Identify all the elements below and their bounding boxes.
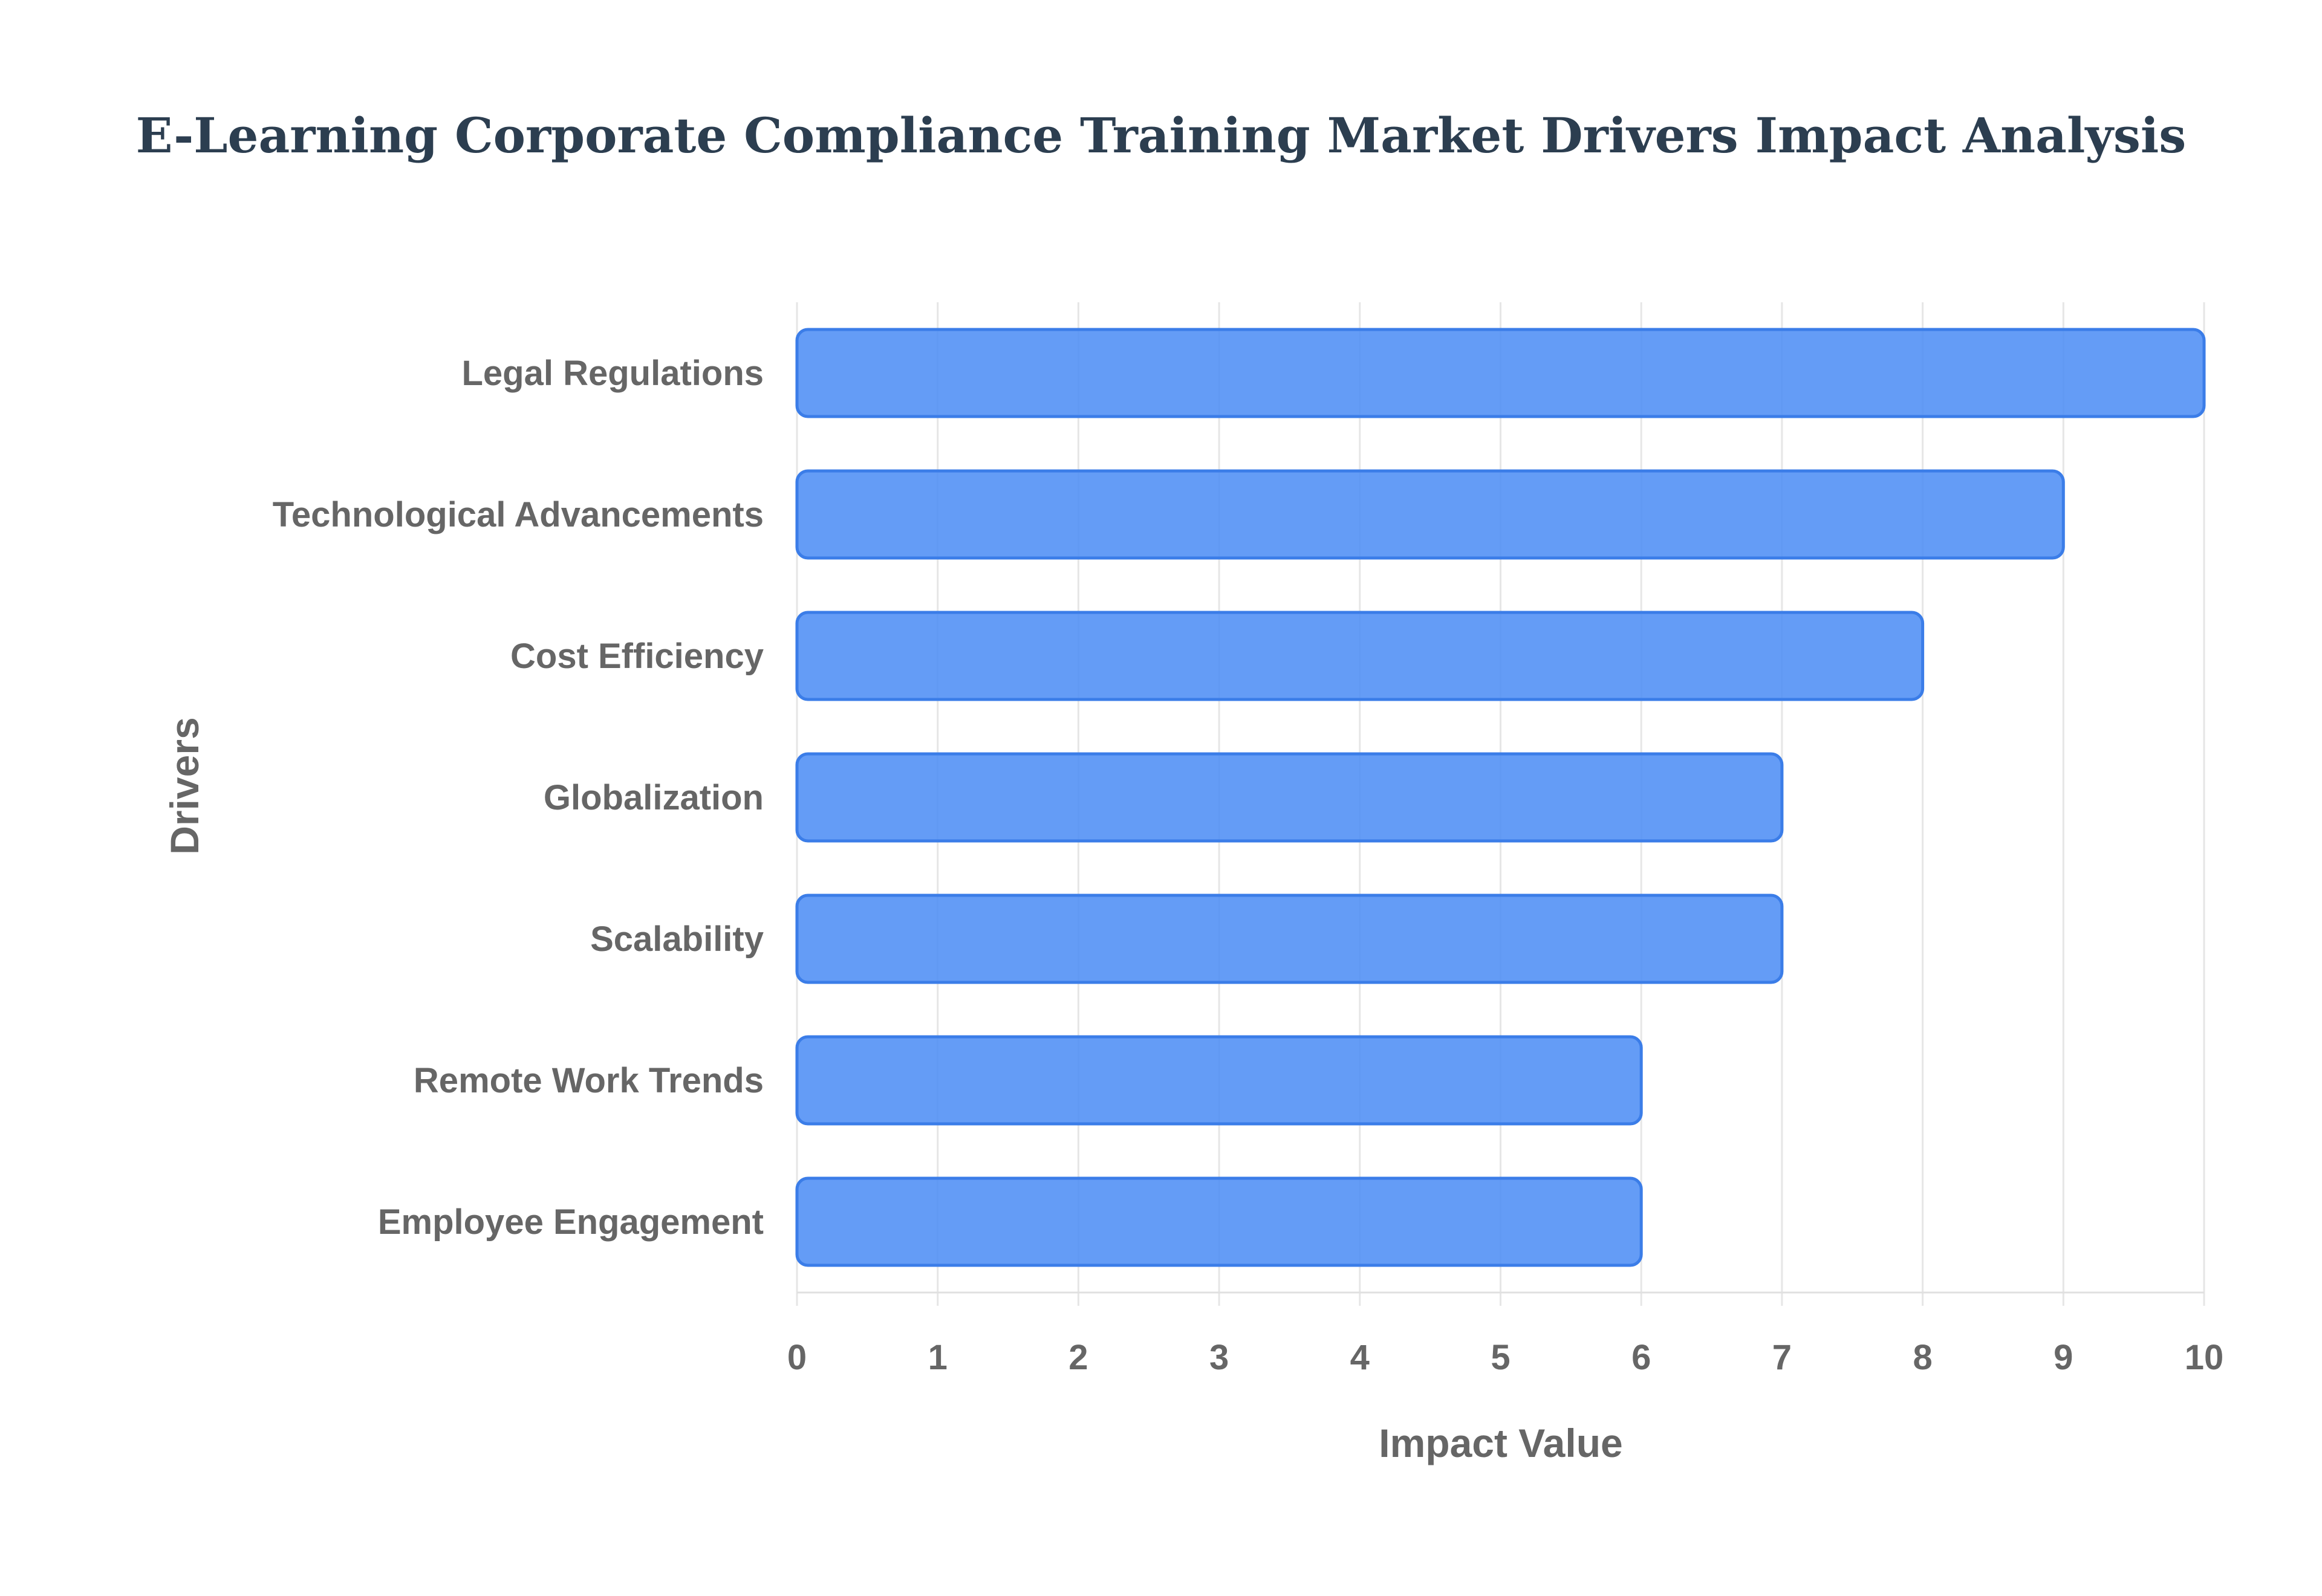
x-tick-label: 4 <box>1350 1338 1370 1377</box>
x-tick-label: 6 <box>1631 1338 1651 1377</box>
bar <box>795 1176 1643 1267</box>
x-tick-label: 7 <box>1772 1338 1792 1377</box>
y-axis-title: Drivers <box>162 717 207 855</box>
y-tick-label: Cost Efficiency <box>510 637 764 676</box>
y-tick-label: Legal Regulations <box>461 354 764 393</box>
x-tick-label: 0 <box>787 1338 807 1377</box>
y-tick-label: Globalization <box>544 778 764 817</box>
y-tick-label: Employee Engagement <box>378 1202 764 1242</box>
bar <box>795 752 1784 843</box>
bar <box>795 328 2206 418</box>
y-tick-label: Technological Advancements <box>273 495 764 534</box>
x-tick-label: 2 <box>1068 1338 1088 1377</box>
y-tick-label: Remote Work Trends <box>414 1061 764 1100</box>
x-tick-label: 3 <box>1209 1338 1229 1377</box>
y-tick-label: Scalability <box>590 920 764 959</box>
chart-title: E-Learning Corporate Compliance Training… <box>136 107 2187 164</box>
bar <box>795 1035 1643 1126</box>
bar <box>795 469 2065 560</box>
bars <box>795 328 2206 1267</box>
x-tick-label: 10 <box>2185 1338 2224 1377</box>
bar <box>795 894 1784 984</box>
y-tick-labels: Legal Regulations Technological Advanceme… <box>273 354 764 1242</box>
x-tick-label: 1 <box>928 1338 948 1377</box>
bar <box>795 611 1925 701</box>
x-tick-label: 9 <box>2054 1338 2073 1377</box>
x-tick-label: 8 <box>1913 1338 1932 1377</box>
x-tick-label: 5 <box>1491 1338 1510 1377</box>
x-axis-title: Impact Value <box>1379 1421 1623 1465</box>
x-tick-labels: 0 1 2 3 4 5 6 7 8 9 10 <box>787 1338 2223 1377</box>
